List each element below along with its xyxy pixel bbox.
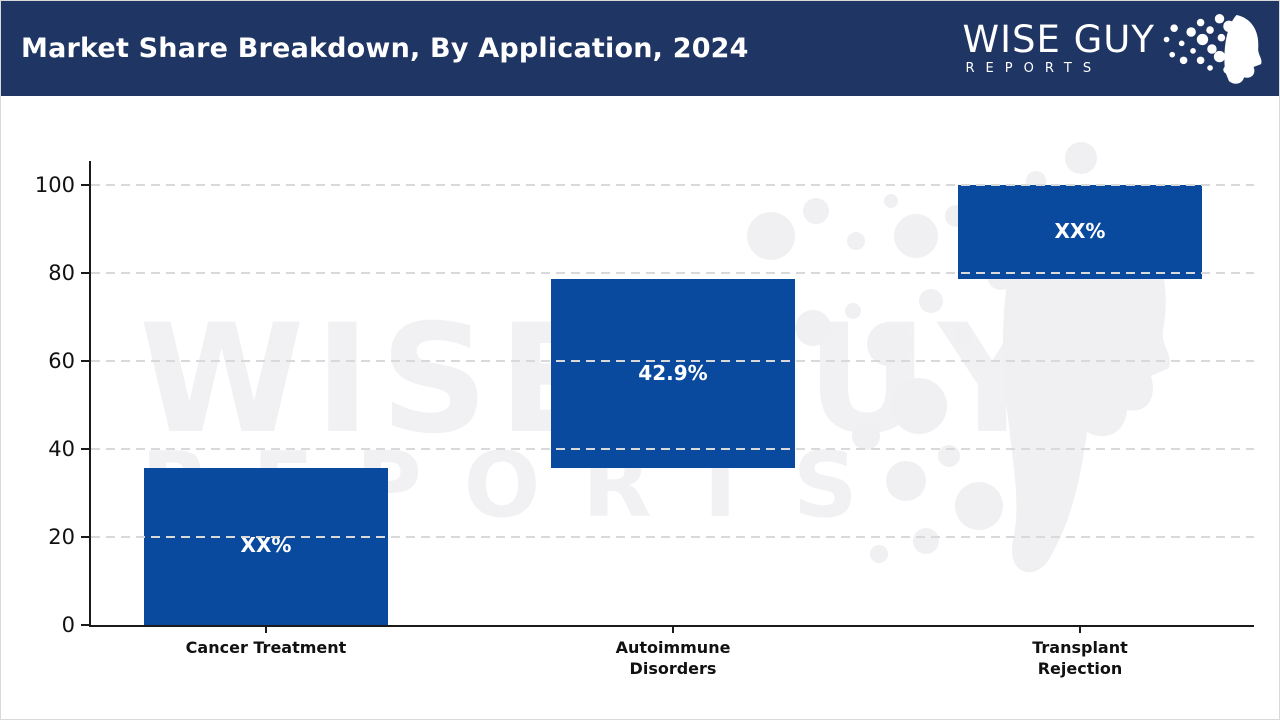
- x-axis-label: Transplant Rejection: [1032, 638, 1128, 678]
- bar: XX%: [144, 467, 388, 625]
- gridline: [91, 448, 1254, 450]
- gridline: [91, 184, 1254, 186]
- y-tick: [81, 448, 91, 450]
- y-tick-label: 20: [48, 525, 75, 549]
- y-tick: [81, 360, 91, 362]
- logo-face-icon: [1163, 13, 1262, 84]
- x-tick: [265, 625, 267, 633]
- logo-subtitle: REPORTS: [965, 61, 1103, 76]
- y-tick-label: 40: [48, 437, 75, 461]
- chart-area: WISE GUY REPORTS 0 20 40 60 80 100 XX% 42.9% XX%…: [1, 96, 1279, 719]
- y-tick-label: 80: [48, 261, 75, 285]
- gridline: [91, 360, 1254, 362]
- x-axis-label: Cancer Treatment: [185, 638, 347, 657]
- x-axis-label: Autoimmune Disorders: [615, 638, 731, 678]
- bar: 42.9%: [551, 279, 795, 468]
- plot-area: 0 20 40 60 80 100 XX% 42.9% XX% Cancer Treatment A…: [35, 161, 1254, 678]
- y-tick-label: 100: [34, 173, 75, 197]
- gridline: [91, 272, 1254, 274]
- y-tick-label: 60: [48, 349, 75, 373]
- y-tick: [81, 624, 91, 626]
- y-tick: [81, 272, 91, 274]
- bar-value-label: 42.9%: [638, 360, 708, 385]
- y-tick: [81, 184, 91, 186]
- header-bar: Market Share Breakdown, By Application, …: [1, 1, 1279, 96]
- y-tick-label: 0: [61, 613, 75, 637]
- logo-text: WISE GUY REPORTS: [963, 21, 1155, 76]
- chart-title: Market Share Breakdown, By Application, …: [21, 33, 749, 64]
- wiseguy-logo: WISE GUY REPORTS: [963, 9, 1263, 89]
- y-tick: [81, 536, 91, 538]
- x-tick: [672, 625, 674, 633]
- logo-wordmark: WISE GUY: [962, 18, 1155, 61]
- bar-value-label: XX%: [1054, 219, 1106, 244]
- gridline: [91, 536, 1254, 538]
- x-tick: [1079, 625, 1081, 633]
- bar: XX%: [958, 185, 1202, 280]
